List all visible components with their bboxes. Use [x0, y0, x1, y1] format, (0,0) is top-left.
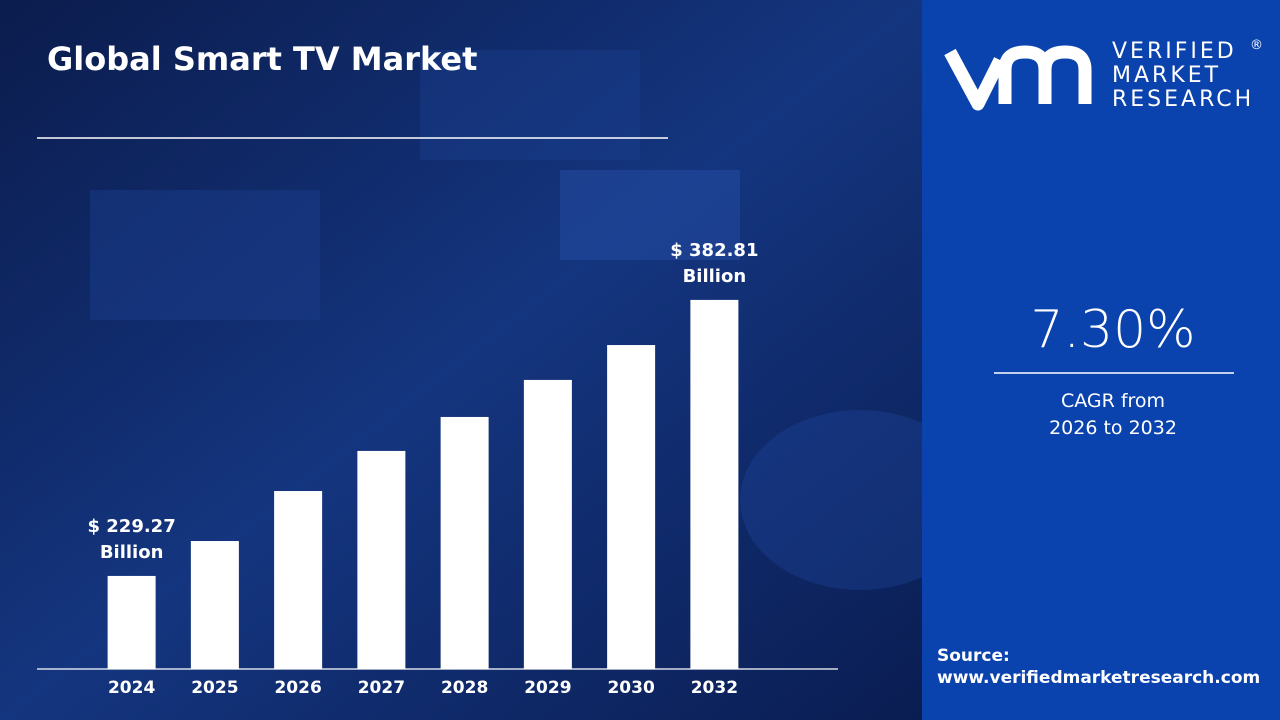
bar: [607, 345, 656, 669]
x-tick-label: 2028: [441, 678, 488, 698]
logo-mark: [944, 45, 1092, 111]
source-url: www.verifiedmarketresearch.com: [937, 668, 1261, 688]
x-tick-label: 2026: [274, 678, 321, 698]
cagr-value: 7.30%: [1030, 300, 1196, 360]
bar: [107, 575, 156, 669]
value-label: $ 382.81 Billion: [670, 239, 759, 287]
logo-line: VERIFIED: [1112, 39, 1237, 64]
cagr-label-line: 2026 to 2032: [1049, 417, 1177, 439]
logo-line: RESEARCH: [1112, 87, 1255, 112]
decor: [740, 410, 980, 590]
x-tick-label: 2030: [607, 678, 654, 698]
logo-text: VERIFIED MARKET RESEARCH: [1112, 40, 1254, 112]
x-tick-label: 2024: [108, 678, 155, 698]
bar: [274, 491, 323, 669]
logo-registered: ®: [1250, 38, 1263, 53]
bar: [357, 450, 406, 669]
logo-line: MARKET: [1112, 63, 1222, 88]
cagr-label-line: CAGR from: [1060, 390, 1166, 412]
source-label: Source:: [937, 646, 1010, 666]
bar: [190, 541, 239, 669]
x-tick-label: 2025: [191, 678, 238, 698]
bar: [440, 416, 489, 669]
decor: [90, 190, 320, 320]
decor: [560, 170, 740, 260]
chart-title: Global Smart TV Market: [47, 40, 478, 78]
decor: [420, 50, 640, 160]
source: Source: www.verifiedmarketresearch.com: [937, 645, 1260, 689]
value-label: $ 229.27 Billion: [87, 515, 176, 563]
cagr-label: CAGR from 2026 to 2032: [922, 388, 1280, 442]
x-tick-label: 2029: [524, 678, 571, 698]
bar: [523, 379, 572, 669]
bar: [690, 299, 739, 669]
side-panel: [922, 0, 1280, 720]
x-tick-label: 2032: [691, 678, 738, 698]
x-tick-label: 2027: [358, 678, 405, 698]
